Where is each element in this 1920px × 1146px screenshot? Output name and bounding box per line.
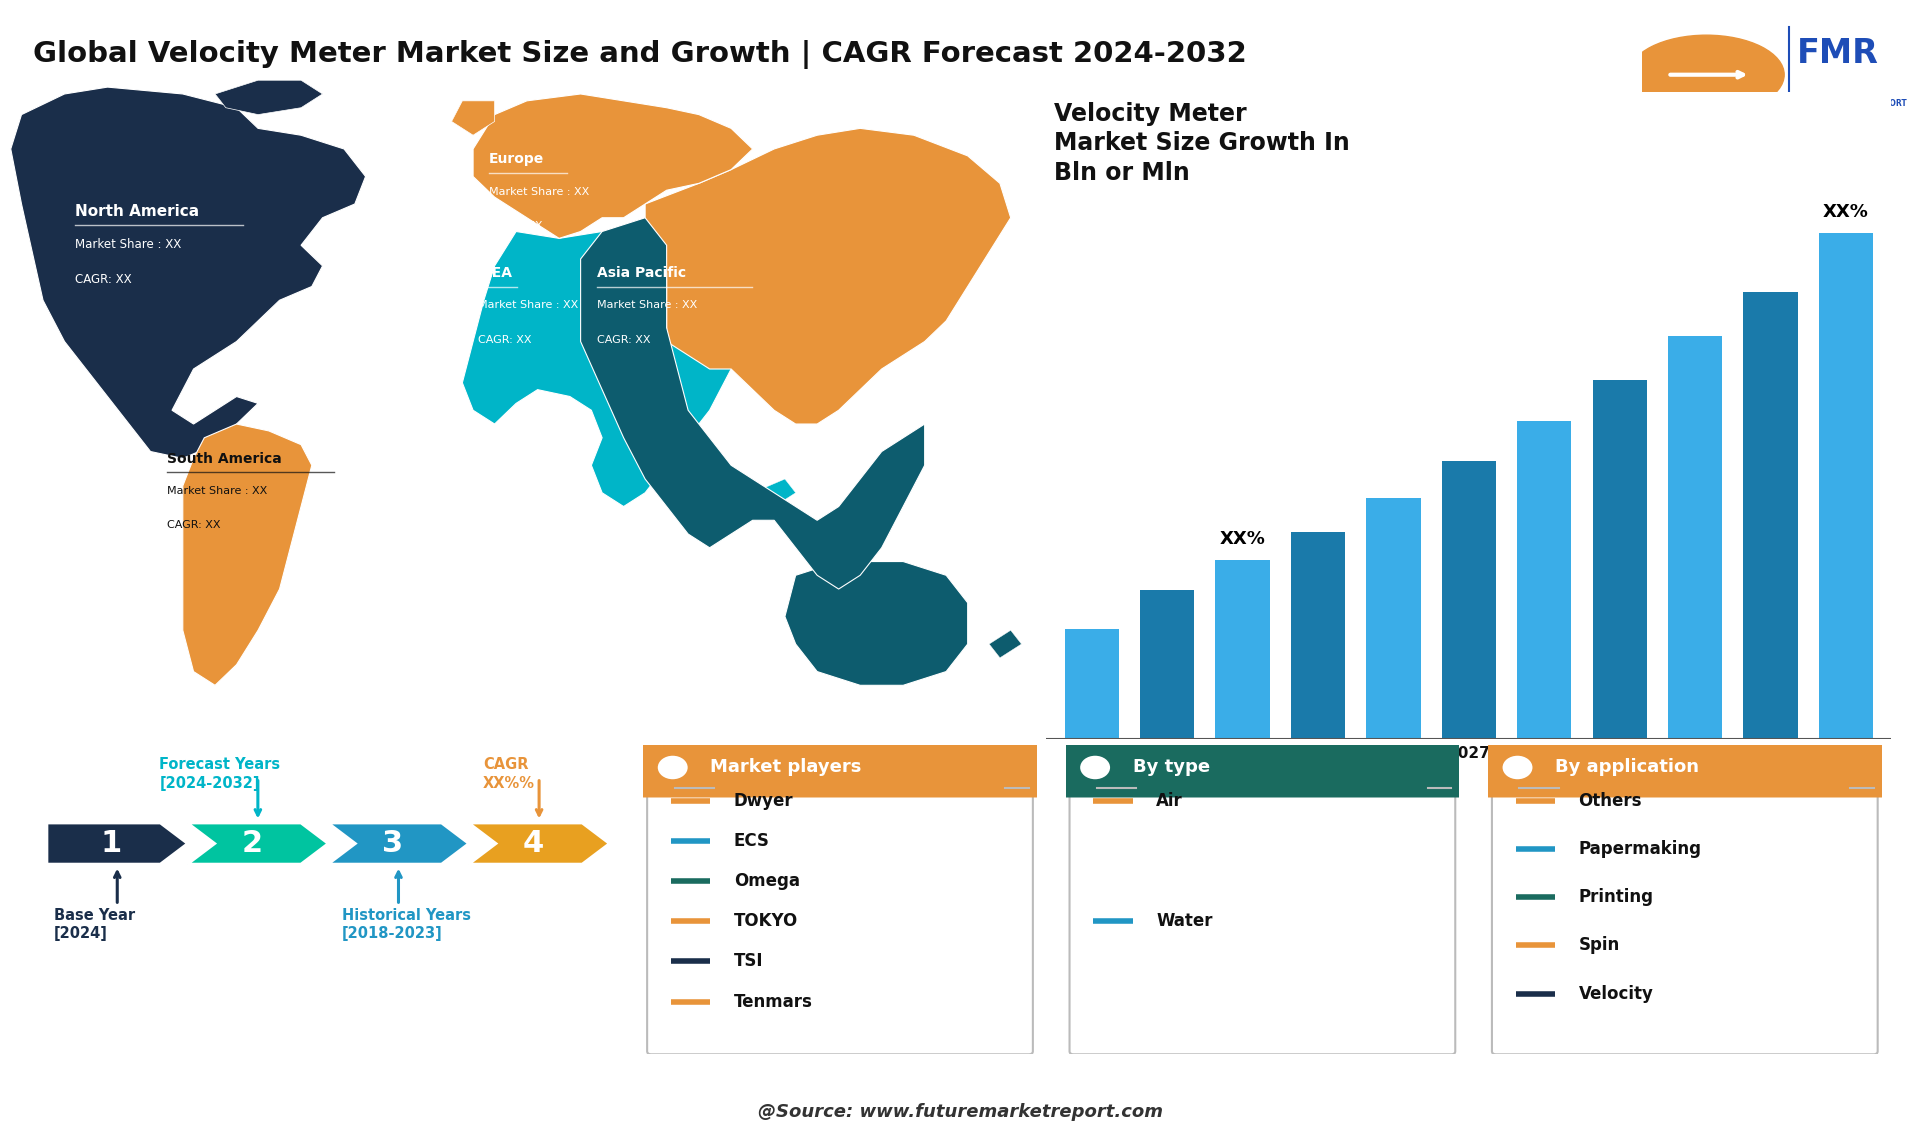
Bar (1517, 421, 1571, 739)
Text: 1: 1 (100, 829, 121, 858)
Polygon shape (472, 94, 753, 238)
Text: Market Share : XX: Market Share : XX (75, 238, 182, 251)
Bar (1367, 499, 1421, 739)
Text: Market Share : XX: Market Share : XX (478, 300, 578, 311)
Polygon shape (12, 87, 365, 458)
Text: 2: 2 (242, 829, 263, 858)
Text: Market Share : XX: Market Share : XX (167, 486, 267, 496)
Bar (1818, 234, 1874, 739)
Polygon shape (182, 424, 311, 685)
Text: Market Share : XX: Market Share : XX (597, 300, 697, 311)
Bar (1442, 461, 1496, 739)
Text: MEA: MEA (478, 266, 513, 280)
Text: Historical Years
[2018-2023]: Historical Years [2018-2023] (342, 908, 470, 941)
Text: FUTURE MARKET REPORT: FUTURE MARKET REPORT (1797, 100, 1907, 108)
Bar (1215, 560, 1269, 739)
Text: Spin: Spin (1578, 936, 1620, 955)
Text: Air: Air (1156, 792, 1183, 809)
Polygon shape (645, 128, 1010, 424)
Text: Others: Others (1578, 792, 1642, 809)
Text: CAGR: XX: CAGR: XX (167, 520, 221, 531)
Circle shape (1081, 755, 1110, 779)
Text: TOKYO: TOKYO (733, 912, 799, 931)
FancyBboxPatch shape (647, 784, 1033, 1054)
Polygon shape (188, 823, 328, 864)
Text: CAGR: XX: CAGR: XX (490, 221, 543, 231)
FancyBboxPatch shape (1478, 737, 1891, 798)
FancyBboxPatch shape (1056, 737, 1469, 798)
Bar (1592, 380, 1647, 739)
Polygon shape (328, 823, 468, 864)
Polygon shape (451, 101, 495, 135)
Text: North America: North America (75, 204, 200, 219)
Text: Velocity Meter
Market Size Growth In
Bln or Mln: Velocity Meter Market Size Growth In Bln… (1054, 102, 1350, 186)
Text: Base Year
[2024]: Base Year [2024] (54, 908, 134, 941)
Text: CAGR
XX%%: CAGR XX%% (482, 758, 536, 791)
Text: By application: By application (1555, 759, 1699, 777)
Text: CAGR: XX: CAGR: XX (597, 335, 651, 345)
Text: 4: 4 (522, 829, 543, 858)
Text: Europe: Europe (490, 152, 545, 166)
Text: TSI: TSI (733, 952, 764, 971)
Text: @Source: www.futuremarketreport.com: @Source: www.futuremarketreport.com (758, 1102, 1162, 1121)
Polygon shape (989, 630, 1021, 658)
Text: 3: 3 (382, 829, 403, 858)
Text: Market Share : XX: Market Share : XX (490, 187, 589, 197)
Text: Market players: Market players (710, 759, 862, 777)
Text: CAGR: XX: CAGR: XX (478, 335, 532, 345)
Text: Printing: Printing (1578, 888, 1653, 906)
Text: Water: Water (1156, 912, 1213, 931)
Bar (1668, 336, 1722, 739)
Circle shape (659, 755, 687, 779)
Polygon shape (215, 80, 323, 115)
Circle shape (1503, 755, 1532, 779)
Text: Tenmars: Tenmars (733, 992, 812, 1011)
FancyBboxPatch shape (1492, 784, 1878, 1054)
Bar (1140, 590, 1194, 739)
Bar (1064, 629, 1119, 739)
Polygon shape (46, 823, 188, 864)
Bar (1290, 532, 1346, 739)
Text: Forecast Years
[2024-2032]: Forecast Years [2024-2032] (159, 758, 280, 791)
Circle shape (1628, 36, 1784, 115)
Text: ECS: ECS (733, 832, 770, 850)
Text: Omega: Omega (733, 872, 801, 890)
Polygon shape (463, 225, 753, 507)
Text: Dwyer: Dwyer (733, 792, 793, 809)
Polygon shape (468, 823, 609, 864)
Polygon shape (753, 479, 795, 507)
Text: Asia Pacific: Asia Pacific (597, 266, 685, 280)
FancyBboxPatch shape (1069, 784, 1455, 1054)
Text: XX%: XX% (1219, 529, 1265, 548)
Text: By type: By type (1133, 759, 1210, 777)
Text: CAGR: XX: CAGR: XX (75, 273, 132, 285)
Text: South America: South America (167, 452, 282, 465)
Text: XX%: XX% (1822, 203, 1868, 221)
Text: Global Velocity Meter Market Size and Growth | CAGR Forecast 2024-2032: Global Velocity Meter Market Size and Gr… (33, 40, 1246, 69)
Text: FMR: FMR (1797, 37, 1880, 70)
Text: Velocity: Velocity (1578, 984, 1653, 1003)
Polygon shape (580, 218, 925, 589)
Polygon shape (785, 562, 968, 685)
Bar (1743, 292, 1797, 739)
FancyBboxPatch shape (634, 737, 1046, 798)
Text: Papermaking: Papermaking (1578, 840, 1701, 858)
